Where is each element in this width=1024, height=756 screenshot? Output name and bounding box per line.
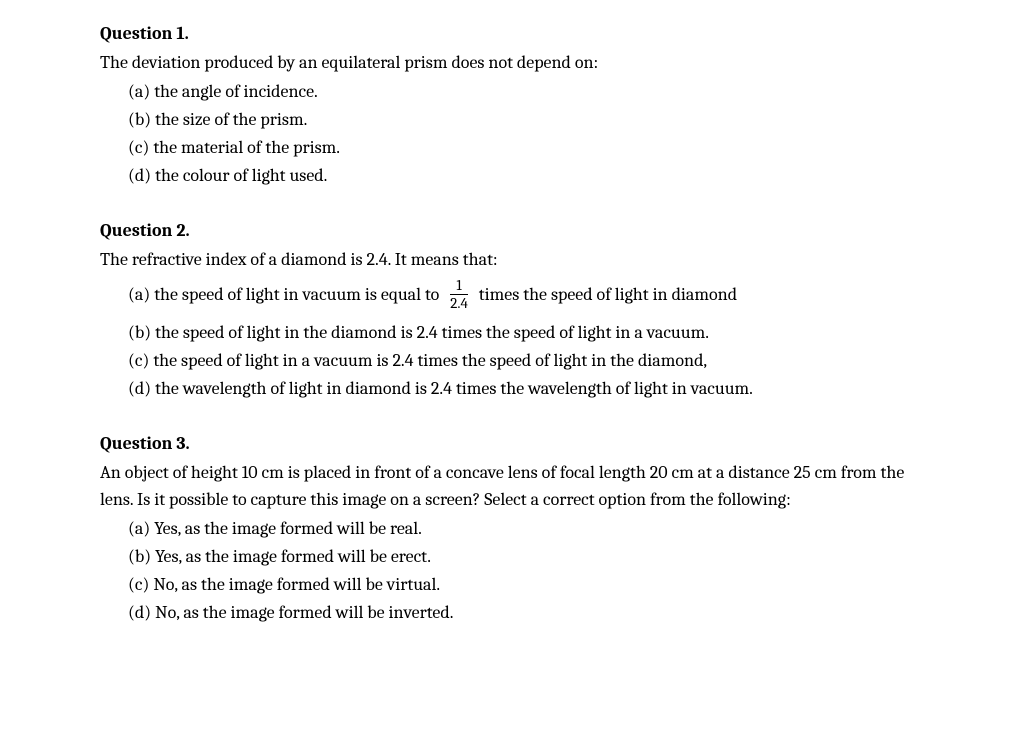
option-text-before: the speed of light in vacuum is equal to — [154, 284, 443, 305]
option-text: Yes, as the image formed will be real. — [154, 518, 422, 539]
option-item: (d) the wavelength of light in diamond i… — [128, 375, 924, 402]
option-label: (b) — [128, 546, 151, 567]
question-text: The refractive index of a diamond is 2.4… — [100, 246, 924, 273]
option-item: (a) the speed of light in vacuum is equa… — [128, 279, 924, 313]
question-block: Question 1. The deviation produced by an… — [100, 20, 924, 189]
option-item: (b) the size of the prism. — [128, 106, 924, 133]
fraction-denominator: 2.4 — [446, 295, 472, 312]
option-item: (c) No, as the image formed will be virt… — [128, 571, 924, 598]
option-label: (c) — [128, 574, 149, 595]
question-title: Question 1. — [100, 20, 924, 47]
question-title: Question 2. — [100, 217, 924, 244]
option-item: (a) the angle of incidence. — [128, 78, 924, 105]
fraction-numerator: 1 — [450, 277, 467, 295]
option-text: No, as the image formed will be inverted… — [155, 602, 453, 623]
options-list: (a) the angle of incidence. (b) the size… — [100, 78, 924, 189]
option-item: (a) Yes, as the image formed will be rea… — [128, 515, 924, 542]
option-label: (c) — [128, 137, 149, 158]
option-text: the wavelength of light in diamond is 2.… — [155, 378, 753, 399]
option-text: the colour of light used. — [155, 165, 327, 186]
option-item: (b) Yes, as the image formed will be ere… — [128, 543, 924, 570]
option-text: the speed of light in the diamond is 2.4… — [155, 322, 709, 343]
option-text: the angle of incidence. — [154, 81, 318, 102]
question-text: The deviation produced by an equilateral… — [100, 49, 924, 76]
option-label: (b) — [128, 322, 151, 343]
option-text: the speed of light in a vacuum is 2.4 ti… — [153, 350, 707, 371]
option-label: (c) — [128, 350, 149, 371]
option-label: (d) — [128, 378, 151, 399]
question-text: An object of height 10 cm is placed in f… — [100, 459, 924, 513]
question-block: Question 2. The refractive index of a di… — [100, 217, 924, 402]
options-list: (a) Yes, as the image formed will be rea… — [100, 515, 924, 626]
option-item: (c) the speed of light in a vacuum is 2.… — [128, 347, 924, 374]
question-block: Question 3. An object of height 10 cm is… — [100, 430, 924, 626]
option-text: Yes, as the image formed will be erect. — [155, 546, 431, 567]
option-item: (d) No, as the image formed will be inve… — [128, 599, 924, 626]
option-label: (d) — [128, 602, 151, 623]
option-text: the material of the prism. — [153, 137, 340, 158]
option-label: (b) — [128, 109, 151, 130]
option-label: (a) — [128, 81, 150, 102]
option-text: the size of the prism. — [155, 109, 307, 130]
question-title: Question 3. — [100, 430, 924, 457]
option-text: No, as the image formed will be virtual. — [153, 574, 440, 595]
option-item: (d) the colour of light used. — [128, 162, 924, 189]
fraction: 12.4 — [446, 277, 472, 311]
option-label: (d) — [128, 165, 151, 186]
option-item: (c) the material of the prism. — [128, 134, 924, 161]
option-item: (b) the speed of light in the diamond is… — [128, 319, 924, 346]
option-label: (a) — [128, 284, 150, 305]
option-text-after: times the speed of light in diamond — [475, 284, 737, 305]
option-label: (a) — [128, 518, 150, 539]
options-list: (a) the speed of light in vacuum is equa… — [100, 279, 924, 402]
